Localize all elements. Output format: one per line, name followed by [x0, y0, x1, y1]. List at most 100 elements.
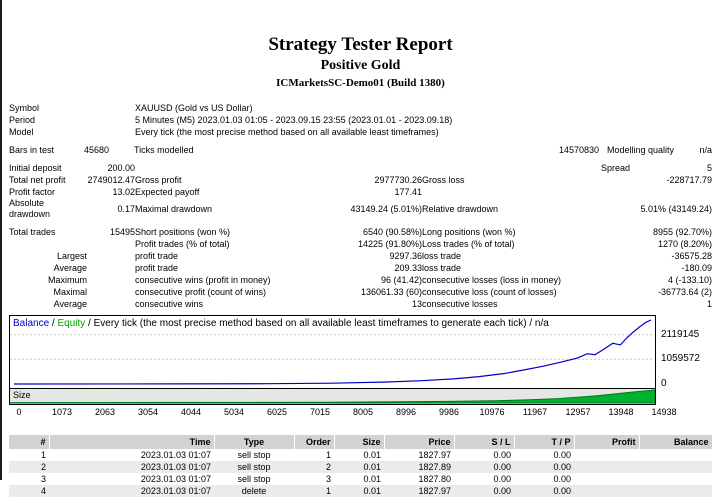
trade-order: 1 — [325, 486, 331, 496]
report-subtitle: Positive Gold — [320, 58, 401, 73]
summary-row: Average profit trade 209.33 loss trade -180.… — [9, 262, 712, 274]
y-axis-label: 0 — [661, 378, 667, 389]
trades-header-cell: T / P — [514, 435, 575, 449]
summary-value: n/a — [699, 144, 712, 155]
summary-label: Average — [53, 262, 87, 273]
chart-caption: Balance / Equity / Every tick (the most … — [13, 318, 549, 330]
summary-row: Total trades 15495 Short positions (won %)… — [9, 226, 712, 238]
summary-label: Gross profit — [135, 174, 182, 185]
trade-size: 0.01 — [363, 474, 381, 484]
trade-type: sell stop — [237, 474, 271, 484]
summary-label: Short positions (won %) — [135, 226, 231, 237]
summary-value: 14570830 — [558, 144, 599, 155]
x-axis-label: 14938 — [651, 407, 677, 417]
x-axis-label: 12957 — [565, 407, 591, 417]
trades-header-cell: Type — [214, 435, 295, 449]
x-axis-label: 2063 — [94, 407, 116, 417]
trade-row: 4 2023.01.03 01:07 delete 1 0.01 1827.97 0.00 0… — [9, 485, 712, 497]
trade-number: 1 — [40, 450, 46, 460]
summary-label: Symbol — [9, 102, 40, 113]
trades-header-cell: Size — [334, 435, 385, 449]
summary-label: consecutive wins (profit in money) — [135, 274, 271, 285]
summary-value: 5 Minutes (M5) 2023.01.03 01:05 - 2023.0… — [135, 114, 453, 125]
summary-table: Symbol XAUUSD (Gold vs US Dollar) Period 5 … — [9, 102, 712, 310]
trade-size: 0.01 — [363, 462, 381, 472]
x-axis-label: 3054 — [137, 407, 159, 417]
trade-tp: 0.00 — [553, 486, 571, 496]
summary-value: 1270 (8.20%) — [657, 238, 712, 249]
x-axis-label: 13948 — [608, 407, 634, 417]
trade-order: 2 — [325, 462, 331, 472]
summary-value: Every tick (the most precise method base… — [135, 126, 439, 137]
summary-row: Maximum consecutive wins (profit in money… — [9, 274, 712, 286]
summary-value: 2749012.47 — [87, 174, 135, 185]
trade-number: 3 — [40, 474, 46, 484]
summary-value: -36575.28 — [671, 250, 712, 261]
summary-label: consecutive losses — [422, 298, 498, 309]
summary-value: 9297.36 — [389, 250, 422, 261]
trades-header-cell: Price — [384, 435, 455, 449]
summary-value: 0.17 — [117, 203, 135, 214]
summary-value: 45680 — [83, 144, 109, 155]
summary-label: Profit factor — [9, 186, 56, 197]
trade-sl: 0.00 — [493, 450, 511, 460]
summary-value: -36773.64 (2) — [657, 286, 712, 297]
summary-label: profit trade — [135, 262, 179, 273]
summary-label: Gross loss — [422, 174, 465, 185]
trade-size: 0.01 — [363, 450, 381, 460]
summary-label: consecutive loss (count of losses) — [422, 286, 557, 297]
summary-value: 177.41 — [394, 186, 422, 197]
trades-header-cell: Balance — [639, 435, 713, 449]
trade-tp: 0.00 — [553, 462, 571, 472]
trade-price: 1827.97 — [418, 450, 451, 460]
summary-label: Average — [53, 298, 87, 309]
summary-row: Largest profit trade 9297.36 loss trade -365… — [9, 250, 712, 262]
trades-header-cell: Order — [294, 435, 335, 449]
summary-label: Total net profit — [9, 174, 66, 185]
trade-balance — [639, 461, 712, 473]
trade-balance — [639, 473, 712, 485]
summary-label: Model — [9, 126, 34, 137]
x-axis-label: 10976 — [479, 407, 505, 417]
x-axis-label: 7015 — [309, 407, 331, 417]
trade-profit — [574, 461, 639, 473]
summary-row: Model Every tick (the most precise method… — [9, 126, 712, 138]
summary-value: 1 — [706, 298, 712, 309]
trade-number: 4 — [40, 486, 46, 496]
summary-label: Bars in test — [9, 144, 55, 155]
trade-sl: 0.00 — [493, 486, 511, 496]
trade-time: 2023.01.03 01:07 — [140, 462, 211, 472]
trade-profit — [574, 485, 639, 497]
summary-row: Profit trades (% of total) 14225 (91.80%)… — [9, 238, 712, 250]
x-axis-label: 0 — [16, 407, 22, 417]
summary-value: 13 — [411, 298, 422, 309]
summary-label: consecutive wins — [135, 298, 204, 309]
x-axis-label: 11967 — [522, 407, 548, 417]
summary-label: loss trade — [422, 262, 462, 273]
summary-label: Relative drawdown — [422, 203, 499, 214]
size-strip: Size — [9, 389, 656, 405]
summary-label: Absolute drawdown — [9, 198, 51, 219]
summary-label: Loss trades (% of total) — [422, 238, 515, 249]
summary-value: 2977730.26 — [374, 174, 422, 185]
summary-label: consecutive profit (count of wins) — [135, 286, 267, 297]
summary-value: -180.09 — [681, 262, 712, 273]
x-axis: 0 1073 2063 3054 4044 5034 6025 7015 8005 8996 998… — [9, 407, 699, 418]
x-axis-label: 9986 — [438, 407, 460, 417]
trades-header-cell: Profit — [574, 435, 640, 449]
summary-value: 43149.24 (5.01%) — [350, 203, 422, 214]
trade-type: delete — [241, 486, 267, 496]
summary-label: Period — [9, 114, 36, 125]
trade-time: 2023.01.03 01:07 — [140, 450, 211, 460]
summary-row: Symbol XAUUSD (Gold vs US Dollar) — [9, 102, 712, 114]
x-axis-label: 8005 — [352, 407, 374, 417]
summary-value: 5.01% (43149.24) — [640, 203, 712, 214]
trades-header-cell: S / L — [454, 435, 515, 449]
balance-legend-label: Balance — [13, 318, 50, 329]
trade-profit — [574, 473, 639, 485]
summary-value: 96 (41.42) — [380, 274, 422, 285]
summary-label: profit trade — [135, 250, 179, 261]
trade-price: 1827.97 — [418, 486, 451, 496]
